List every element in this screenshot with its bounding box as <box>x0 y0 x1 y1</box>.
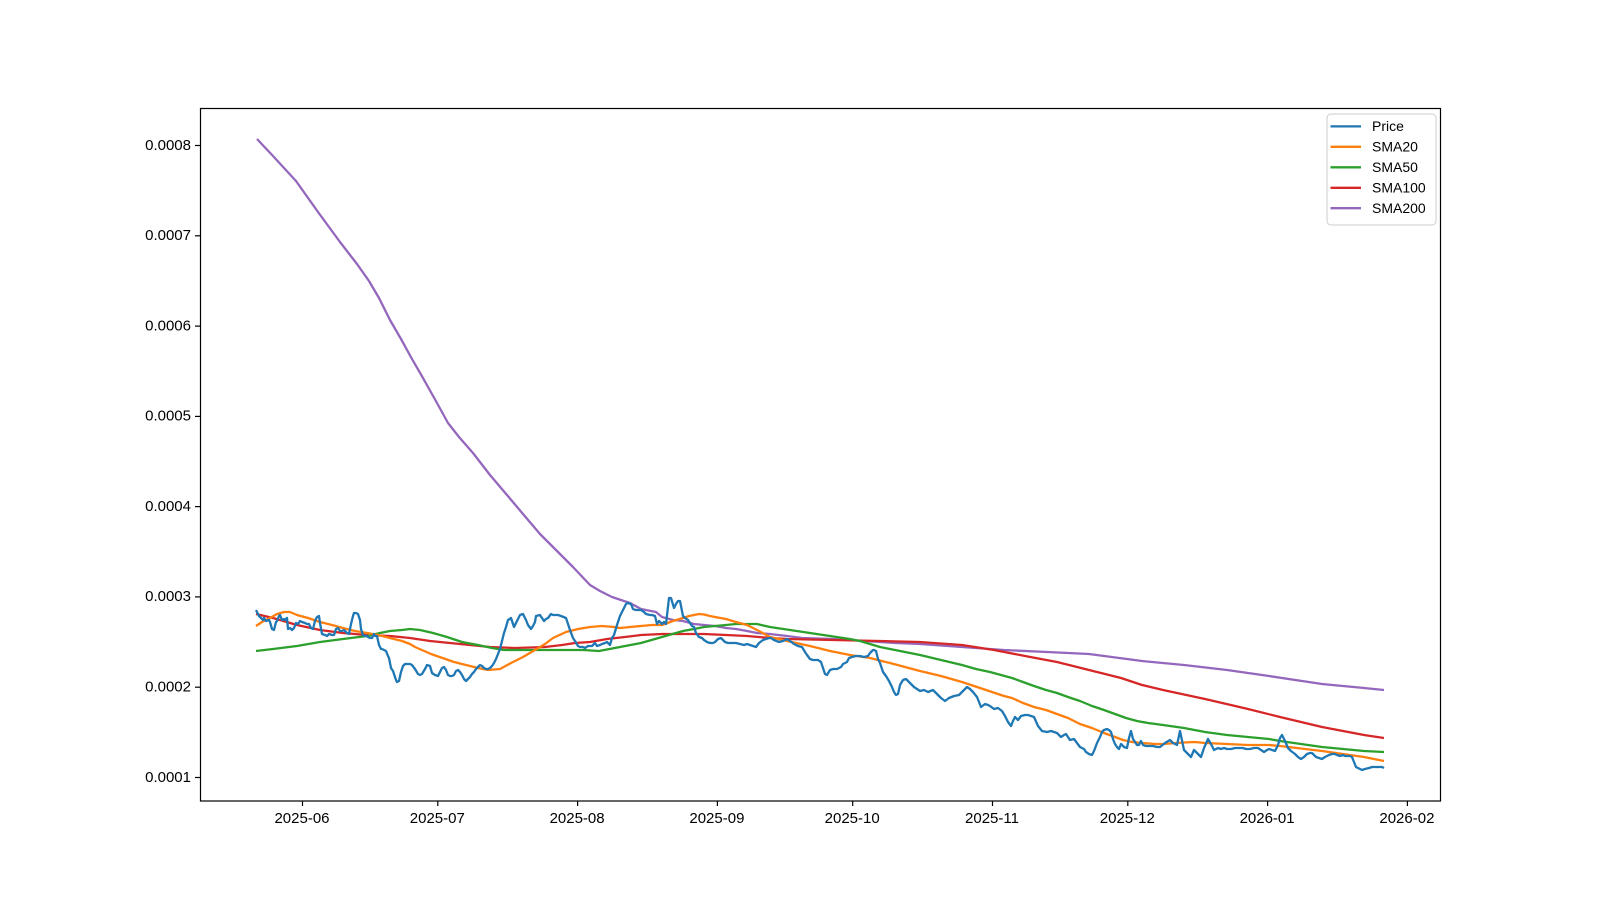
svg-text:0.0003: 0.0003 <box>145 588 191 605</box>
svg-text:2026-01: 2026-01 <box>1240 810 1295 827</box>
svg-text:SMA50: SMA50 <box>1372 159 1418 175</box>
svg-text:0.0004: 0.0004 <box>145 498 191 515</box>
svg-text:SMA100: SMA100 <box>1372 180 1426 196</box>
svg-text:2025-09: 2025-09 <box>689 810 744 827</box>
svg-text:2025-08: 2025-08 <box>550 810 605 827</box>
svg-text:SMA20: SMA20 <box>1372 139 1418 155</box>
svg-text:0.0001: 0.0001 <box>145 769 191 786</box>
svg-text:2025-06: 2025-06 <box>274 810 329 827</box>
svg-text:0.0005: 0.0005 <box>145 408 191 425</box>
svg-text:0.0002: 0.0002 <box>145 679 191 696</box>
svg-text:2025-10: 2025-10 <box>825 810 880 827</box>
svg-text:SMA200: SMA200 <box>1372 200 1426 216</box>
svg-text:2025-12: 2025-12 <box>1100 810 1155 827</box>
svg-text:0.0006: 0.0006 <box>145 317 191 334</box>
svg-text:2025-07: 2025-07 <box>410 810 465 827</box>
svg-text:2025-11: 2025-11 <box>965 810 1019 827</box>
svg-text:0.0007: 0.0007 <box>145 227 191 244</box>
svg-text:Price: Price <box>1372 118 1404 134</box>
svg-text:0.0008: 0.0008 <box>145 137 191 154</box>
svg-text:2026-02: 2026-02 <box>1379 810 1434 827</box>
